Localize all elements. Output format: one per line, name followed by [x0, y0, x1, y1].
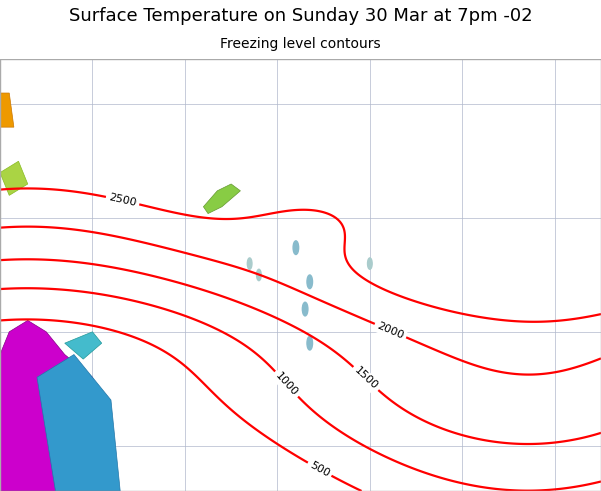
Circle shape — [248, 258, 252, 269]
Text: 500: 500 — [308, 460, 331, 479]
Polygon shape — [65, 332, 102, 359]
Polygon shape — [0, 161, 28, 195]
Polygon shape — [0, 321, 111, 491]
Text: 1000: 1000 — [273, 370, 300, 398]
Circle shape — [293, 241, 299, 254]
Text: 2500: 2500 — [108, 192, 138, 209]
Circle shape — [307, 336, 313, 350]
Text: 1500: 1500 — [352, 365, 379, 392]
Circle shape — [368, 258, 372, 269]
Circle shape — [302, 302, 308, 316]
Circle shape — [307, 275, 313, 289]
Text: 2000: 2000 — [376, 321, 406, 341]
Text: Freezing level contours: Freezing level contours — [220, 37, 381, 51]
Polygon shape — [0, 93, 14, 127]
Circle shape — [257, 269, 261, 281]
Text: Surface Temperature on Sunday 30 Mar at 7pm -02: Surface Temperature on Sunday 30 Mar at … — [69, 7, 532, 26]
Polygon shape — [37, 355, 120, 491]
Polygon shape — [203, 184, 240, 214]
